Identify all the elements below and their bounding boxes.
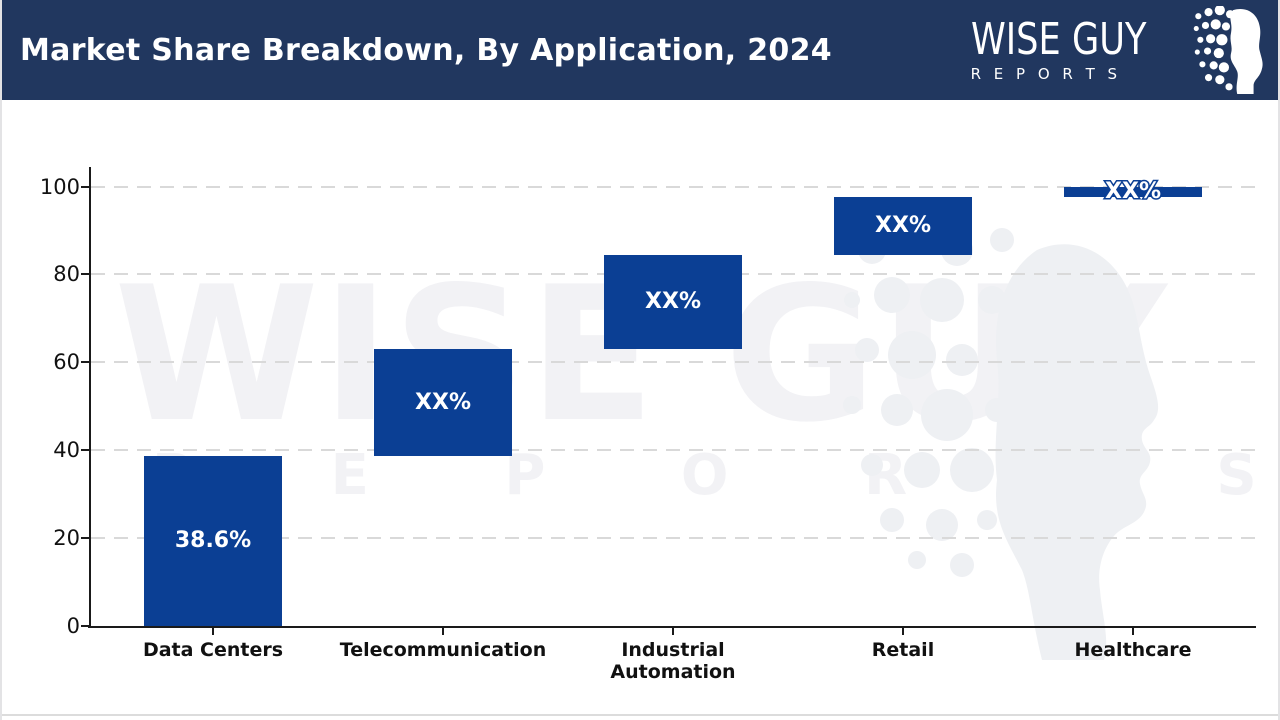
bar-value-retail: XX% <box>875 213 931 239</box>
gridline-100 <box>91 185 1255 188</box>
y-tick-80 <box>81 273 90 276</box>
brand-logo: WISE GUY R E P O R T S <box>971 6 1264 94</box>
y-tick-60 <box>81 361 90 364</box>
gridline-40 <box>91 449 1255 452</box>
gridline-60 <box>91 361 1255 364</box>
bar-telecommunication <box>374 349 512 457</box>
y-tick-0 <box>81 625 90 627</box>
bar-value-industrial-automation: XX% <box>645 288 701 314</box>
y-tick-label-0: 0 <box>66 614 80 638</box>
bar-value-telecommunication: XX% <box>415 389 471 415</box>
y-tick-label-40: 40 <box>53 438 80 463</box>
y-tick-label-20: 20 <box>53 526 80 551</box>
bar-retail <box>834 197 972 255</box>
category-label-retail: Retail <box>871 639 935 661</box>
y-tick-label-80: 80 <box>53 262 80 287</box>
app-header: Market Share Breakdown, By Application, … <box>2 0 1278 100</box>
watermark-head-icon <box>843 228 1159 660</box>
y-tick-100 <box>81 185 90 188</box>
x-axis-line <box>88 626 1256 628</box>
bar-value-data-centers: 38.6% <box>174 528 252 554</box>
x-tick-healthcare <box>1132 628 1134 635</box>
bar-healthcare <box>1064 186 1202 198</box>
category-label-data-centers: Data Centers <box>142 639 284 661</box>
category-label-healthcare: Healthcare <box>1074 639 1192 661</box>
x-tick-telecommunication <box>442 628 444 635</box>
bar-value-healthcare: XX% <box>1104 177 1163 205</box>
brand-subtitle: R E P O R T S <box>970 64 1122 83</box>
footer-divider <box>2 714 1278 716</box>
y-tick-20 <box>81 537 90 540</box>
brand-name: WISE GUY <box>970 13 1147 65</box>
x-tick-data-centers <box>212 628 214 635</box>
bar-industrial-automation <box>604 254 742 350</box>
y-tick-40 <box>81 449 90 452</box>
brand-head-icon <box>1193 6 1263 94</box>
gridline-20 <box>91 537 1255 540</box>
chart-title: Market Share Breakdown, By Application, … <box>20 32 832 68</box>
y-tick-label-100: 100 <box>39 174 80 199</box>
category-label-industrial-automation: Industrial Automation <box>610 639 736 683</box>
x-tick-retail <box>902 628 904 635</box>
y-axis-line <box>89 167 91 628</box>
category-label-telecommunication: Telecommunication <box>339 639 547 661</box>
brand-logo-text: WISE GUY R E P O R T S <box>970 13 1190 83</box>
x-tick-industrial-automation <box>672 628 674 635</box>
bar-data-centers <box>144 456 282 626</box>
y-tick-label-60: 60 <box>53 350 80 375</box>
